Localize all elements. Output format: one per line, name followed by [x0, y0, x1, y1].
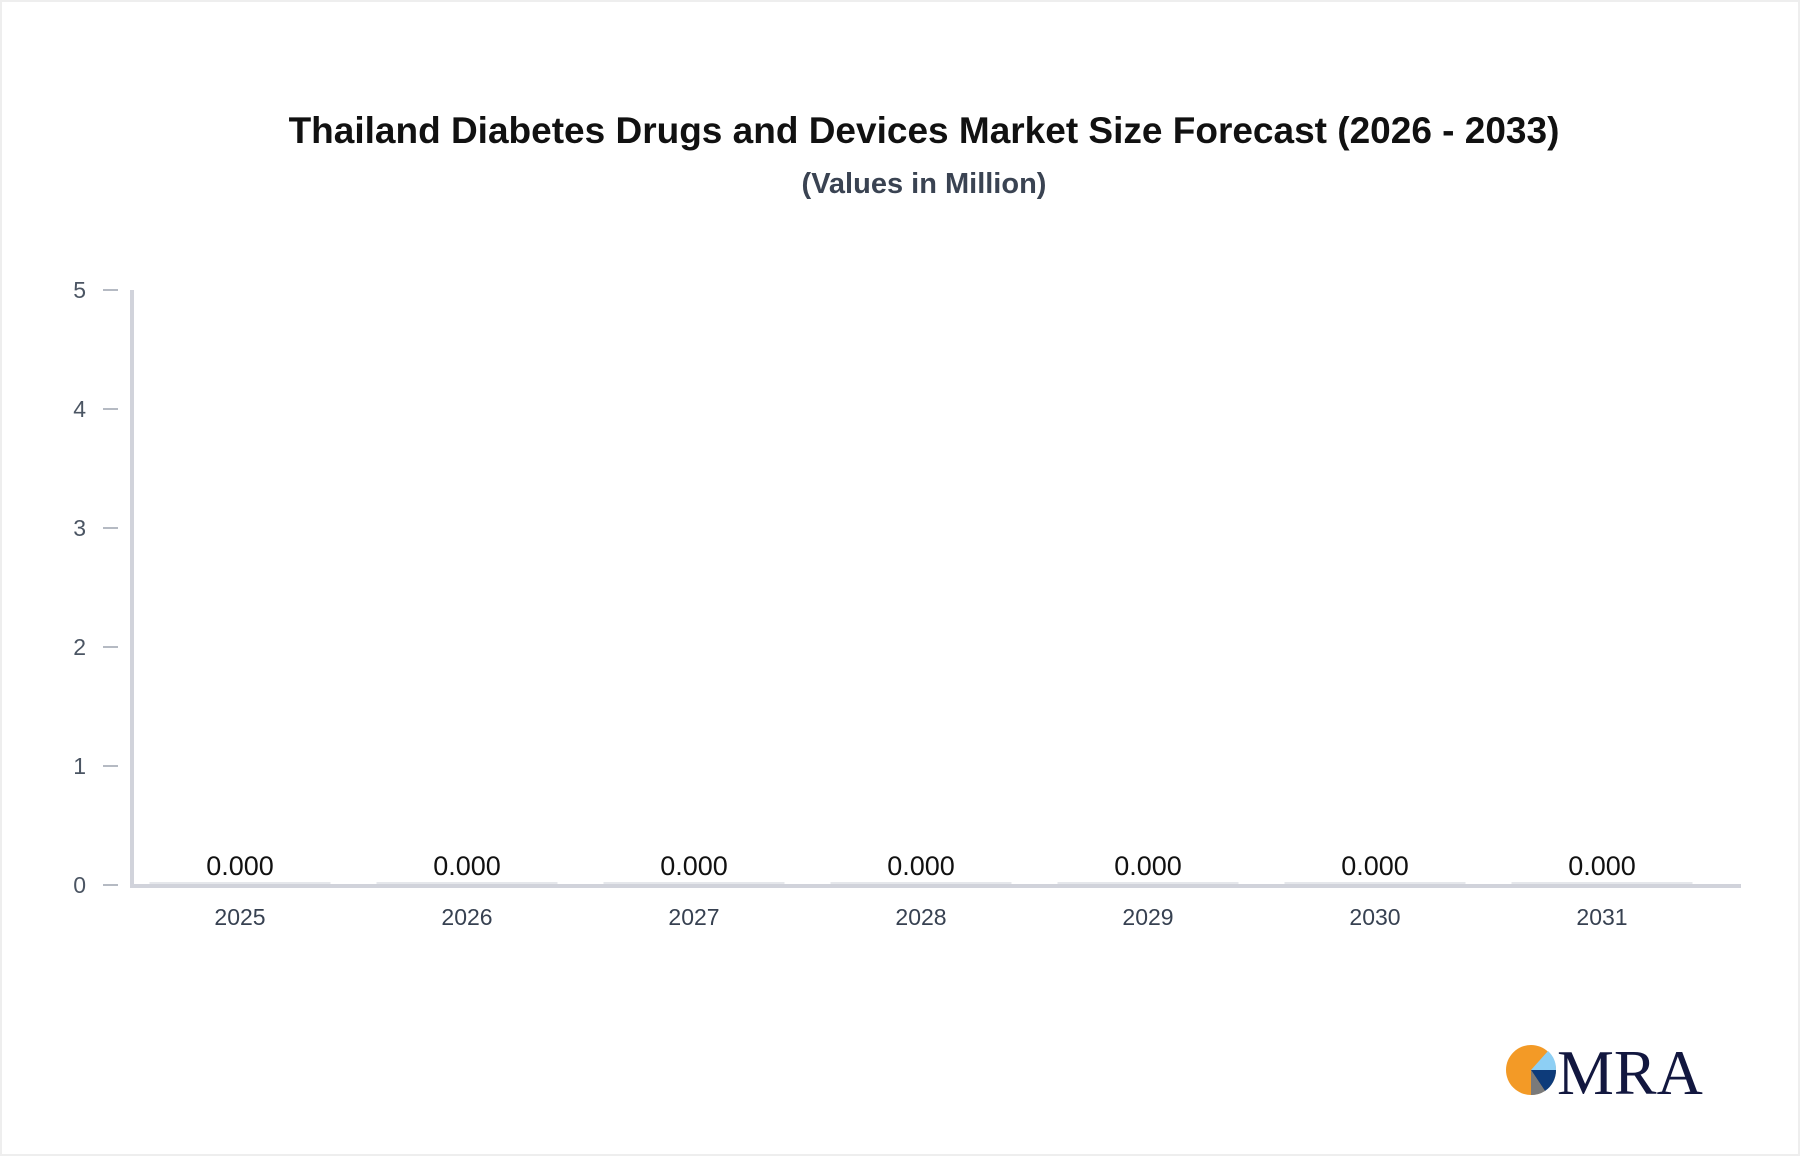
data-label: 0.000: [1114, 851, 1182, 881]
x-tick-label: 2027: [668, 904, 719, 930]
bar: [376, 882, 558, 885]
y-tick-label: 3: [73, 515, 86, 541]
bar: [1511, 882, 1693, 885]
y-tick-label: 5: [73, 277, 86, 303]
bar: [603, 882, 785, 885]
chart-subtitle: (Values in Million): [801, 168, 1047, 200]
data-label: 0.000: [1341, 851, 1409, 881]
x-tick-label: 2029: [1122, 904, 1173, 930]
bar: [1057, 882, 1239, 885]
y-tick-label: 2: [73, 634, 86, 660]
y-tick-label: 4: [73, 396, 86, 422]
bar: [1284, 882, 1466, 885]
chart-title: Thailand Diabetes Drugs and Devices Mark…: [288, 110, 1560, 151]
bar: [830, 882, 1012, 885]
data-label: 0.000: [660, 851, 728, 881]
data-label: 0.000: [887, 851, 955, 881]
data-label: 0.000: [1568, 851, 1636, 881]
bar: [149, 882, 331, 885]
x-tick-label: 2025: [214, 904, 265, 930]
x-tick-label: 2031: [1576, 904, 1627, 930]
data-label: 0.000: [206, 851, 274, 881]
data-label: 0.000: [433, 851, 501, 881]
y-tick-label: 1: [73, 753, 86, 779]
y-tick-label: 0: [73, 872, 86, 898]
x-tick-label: 2026: [441, 904, 492, 930]
x-tick-label: 2028: [895, 904, 946, 930]
x-tick-label: 2030: [1349, 904, 1400, 930]
